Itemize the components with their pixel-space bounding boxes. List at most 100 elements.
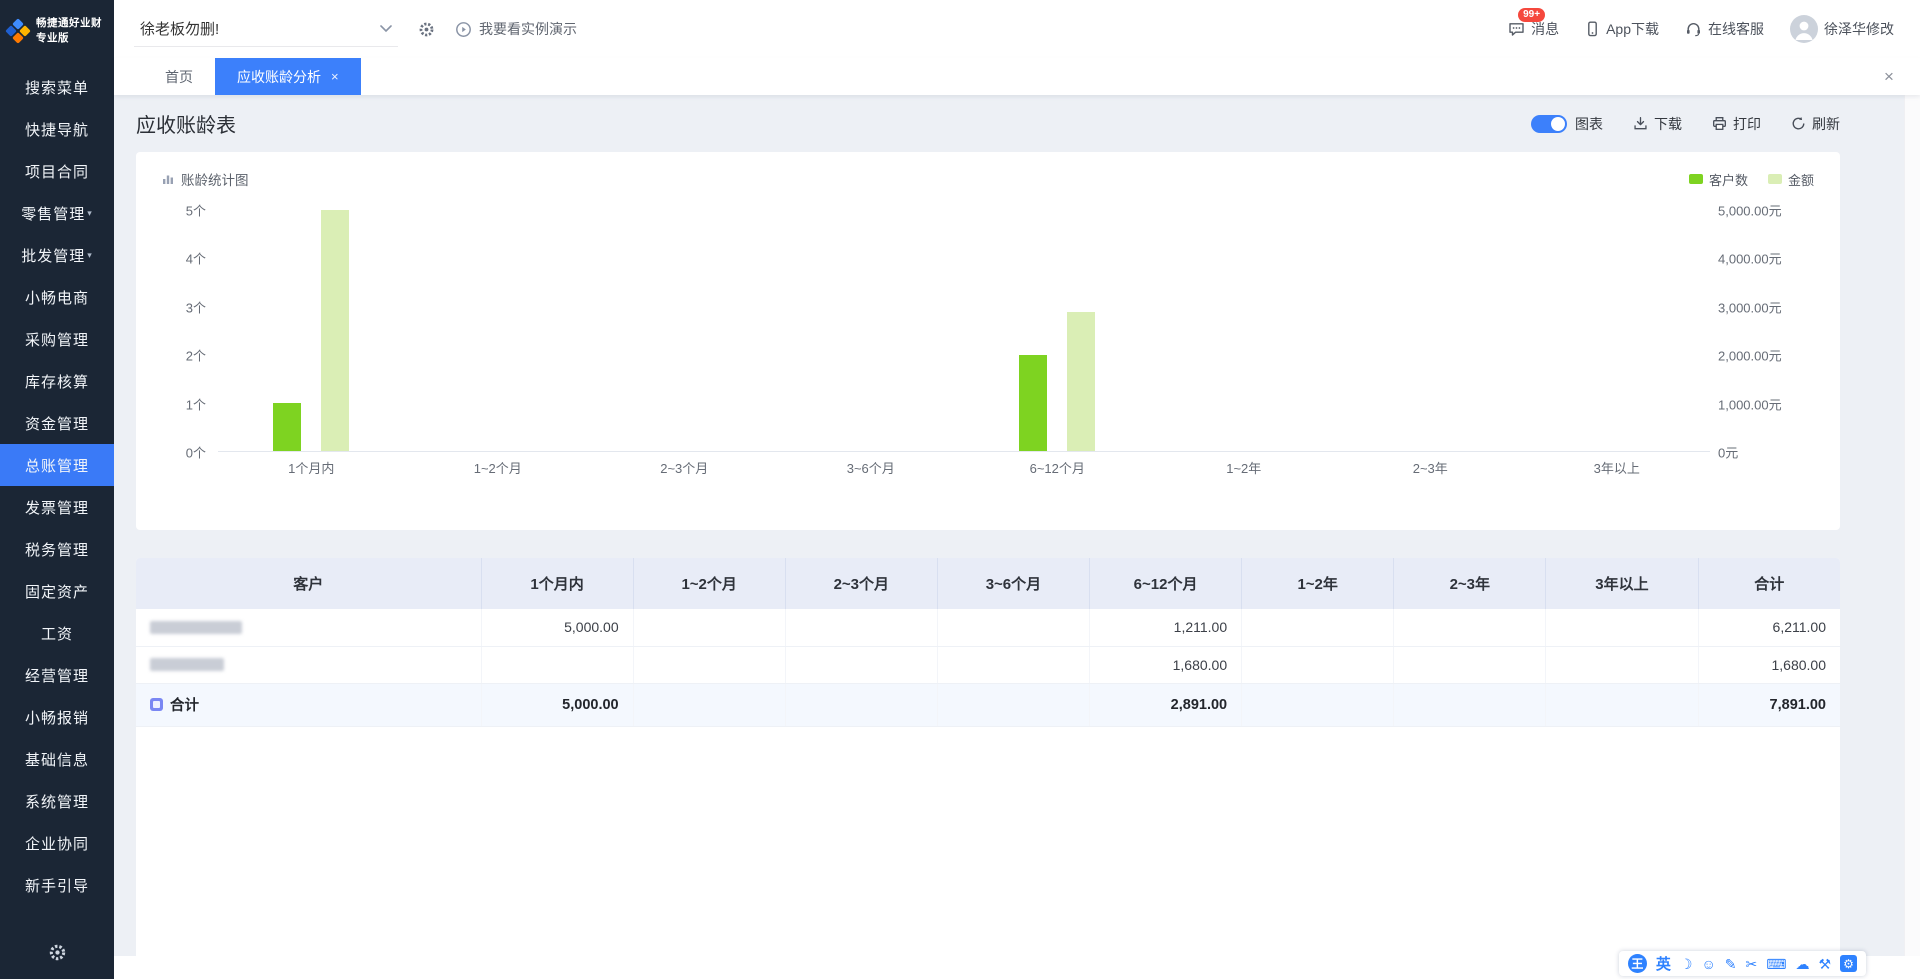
amount-cell — [785, 609, 938, 647]
sidebar-item-label: 快捷导航 — [24, 121, 89, 139]
legend-item-customer-count[interactable]: 客户数 — [1688, 170, 1748, 189]
page-header: 应收账龄表 图表 下载 — [136, 95, 1840, 152]
sidebar-footer — [0, 925, 114, 979]
skin-icon[interactable]: ☽ — [1679, 955, 1693, 972]
user-menu[interactable]: 徐泽华修改 — [1790, 15, 1894, 43]
sidebar-item-enterprise-collab[interactable]: 企业协同 — [0, 822, 114, 864]
chart-title: 账龄统计图 — [181, 173, 249, 188]
chart-category-group — [1151, 210, 1338, 451]
message-icon — [1508, 21, 1525, 37]
sidebar-item-project-contract[interactable]: 项目合同 — [0, 150, 114, 192]
handwriting-icon[interactable]: ✎ — [1724, 955, 1737, 972]
column-header[interactable]: 客户 — [136, 558, 482, 609]
tab-receivable-aging-analysis[interactable]: 应收账龄分析 × — [215, 58, 361, 95]
message-badge: 99+ — [1518, 8, 1546, 22]
download-button[interactable]: 下载 — [1633, 114, 1682, 134]
ime-logo-icon[interactable]: 王 — [1627, 954, 1647, 973]
settings-icon[interactable]: ⚙ — [1840, 955, 1857, 972]
sidebar-item-label: 总账管理 — [24, 457, 89, 475]
tab-label: 首页 — [165, 68, 193, 85]
sidebar-item-tax-mgmt[interactable]: 税务管理 — [0, 528, 114, 570]
column-header[interactable]: 3~6个月 — [937, 558, 1091, 609]
sidebar-item-quick-nav[interactable]: 快捷导航 — [0, 108, 114, 150]
refresh-icon — [1791, 116, 1806, 131]
customer-count-bar — [1019, 354, 1048, 451]
legend-label: 金额 — [1787, 172, 1814, 188]
refresh-button[interactable]: 刷新 — [1791, 114, 1840, 134]
print-button[interactable]: 打印 — [1712, 114, 1761, 134]
sidebar-item-label: 企业协同 — [24, 835, 89, 853]
cloud-icon[interactable]: ☁ — [1795, 955, 1810, 972]
chart-body: 0个 1个 2个 3个 4个 5个 0元 1,000.00元 2,000.00元 3,000.0… — [162, 204, 1814, 482]
scrollbar-track[interactable] — [1904, 95, 1920, 956]
total-amount-cell: 7,891.00 — [1698, 683, 1840, 727]
gear-icon[interactable] — [418, 21, 435, 38]
app-download-label: App下载 — [1606, 21, 1659, 37]
table-row[interactable]: 1,680.00 1,680.00 — [136, 646, 1840, 684]
sidebar-item-general-ledger[interactable]: 总账管理 — [0, 444, 114, 486]
support-label: 在线客服 — [1708, 21, 1764, 37]
tab-home[interactable]: 首页 — [143, 58, 215, 95]
sidebar-item-wholesale-mgmt[interactable]: 批发管理 ▾ — [0, 234, 114, 276]
close-all-tabs-button[interactable]: × — [1884, 66, 1894, 86]
amount-cell: 1,680.00 — [1089, 646, 1243, 684]
sidebar-item-business-mgmt[interactable]: 经营管理 — [0, 654, 114, 696]
column-header[interactable]: 6~12个月 — [1089, 558, 1243, 609]
toggle-switch[interactable] — [1531, 114, 1567, 133]
legend-swatch-amount — [1767, 174, 1782, 184]
customer-cell — [136, 609, 482, 647]
aging-table: 客户 1个月内 1~2个月 2~3个月 3~6个月 6~12个月 1~2年 2~3年 3年以上合… — [136, 558, 1840, 727]
chart-category-group — [778, 210, 965, 451]
company-selector[interactable]: 徐老板勿删! — [134, 11, 398, 47]
sidebar-item-label: 固定资产 — [24, 583, 89, 601]
redacted-customer-name — [150, 620, 242, 634]
phone-icon — [1585, 21, 1600, 37]
sidebar-item-funds-mgmt[interactable]: 资金管理 — [0, 402, 114, 444]
chart-icon — [162, 173, 174, 185]
sidebar-item-system-mgmt[interactable]: 系统管理 — [0, 780, 114, 822]
sidebar-item-retail-mgmt[interactable]: 零售管理 ▾ — [0, 192, 114, 234]
keyboard-icon[interactable]: ⌨ — [1766, 955, 1787, 972]
table-total-row: 合计 5,000.00 2,891.00 7,891.00 — [136, 683, 1840, 727]
sidebar-item-search-menu[interactable]: 搜索菜单 — [0, 66, 114, 108]
total-amount-cell: 2,891.00 — [1089, 683, 1243, 727]
tab-close-icon[interactable]: × — [331, 69, 339, 84]
sidebar-item-xiaochang-expense[interactable]: 小畅报销 — [0, 696, 114, 738]
sidebar-item-label: 系统管理 — [24, 793, 89, 811]
sidebar-item-beginner-guide[interactable]: 新手引导 — [0, 864, 114, 906]
sidebar-item-label: 资金管理 — [24, 415, 89, 433]
ime-language-toggle[interactable]: 英 — [1655, 956, 1671, 973]
sidebar-item-basic-info[interactable]: 基础信息 — [0, 738, 114, 780]
sidebar-item-invoice-mgmt[interactable]: 发票管理 — [0, 486, 114, 528]
sidebar-item-payroll[interactable]: 工资 — [0, 612, 114, 654]
app-download-button[interactable]: App下载 — [1585, 19, 1659, 39]
toolbox-icon[interactable]: ⚒ — [1818, 955, 1831, 972]
chart-category-group — [1337, 210, 1524, 451]
messages-button[interactable]: 消息 99+ — [1508, 8, 1559, 39]
chart-toggle[interactable]: 图表 — [1531, 114, 1603, 134]
emoji-icon[interactable]: ☺ — [1701, 955, 1716, 972]
column-header[interactable]: 2~3年 — [1393, 558, 1547, 609]
x-axis: 1个月内 1~2个月 2~3个月 3~6个月 6~12个月 1~2年 2~3年 3年以上 — [218, 452, 1710, 482]
column-header[interactable]: 1~2年 — [1241, 558, 1395, 609]
legend-item-amount[interactable]: 金额 — [1767, 170, 1814, 189]
table-row[interactable]: 5,000.00 1,211.00 6,211.00 — [136, 609, 1840, 647]
column-header[interactable]: 3年以上 — [1545, 558, 1699, 609]
logo-icon — [5, 18, 31, 44]
sidebar-item-inventory-accounting[interactable]: 库存核算 — [0, 360, 114, 402]
column-header[interactable]: 1~2个月 — [633, 558, 786, 609]
y-axis-tick: 1,000.00元 — [1718, 397, 1782, 413]
sidebar-item-fixed-assets[interactable]: 固定资产 — [0, 570, 114, 612]
topbar-right: 消息 99+ App下载 在线客服 — [1508, 8, 1894, 43]
sidebar-item-purchase-mgmt[interactable]: 采购管理 — [0, 318, 114, 360]
settings-gear-icon[interactable] — [48, 943, 67, 962]
support-button[interactable]: 在线客服 — [1685, 19, 1764, 39]
screenshot-icon[interactable]: ✂ — [1745, 955, 1758, 972]
column-header[interactable]: 合计 — [1698, 558, 1840, 609]
column-header[interactable]: 1个月内 — [481, 558, 634, 609]
column-header[interactable]: 2~3个月 — [785, 558, 938, 609]
y-axis-tick: 3个 — [185, 300, 206, 316]
sidebar-item-xiaochang-ecommerce[interactable]: 小畅电商 — [0, 276, 114, 318]
amount-cell — [937, 646, 1091, 684]
demo-link[interactable]: 我要看实例演示 — [455, 19, 577, 39]
